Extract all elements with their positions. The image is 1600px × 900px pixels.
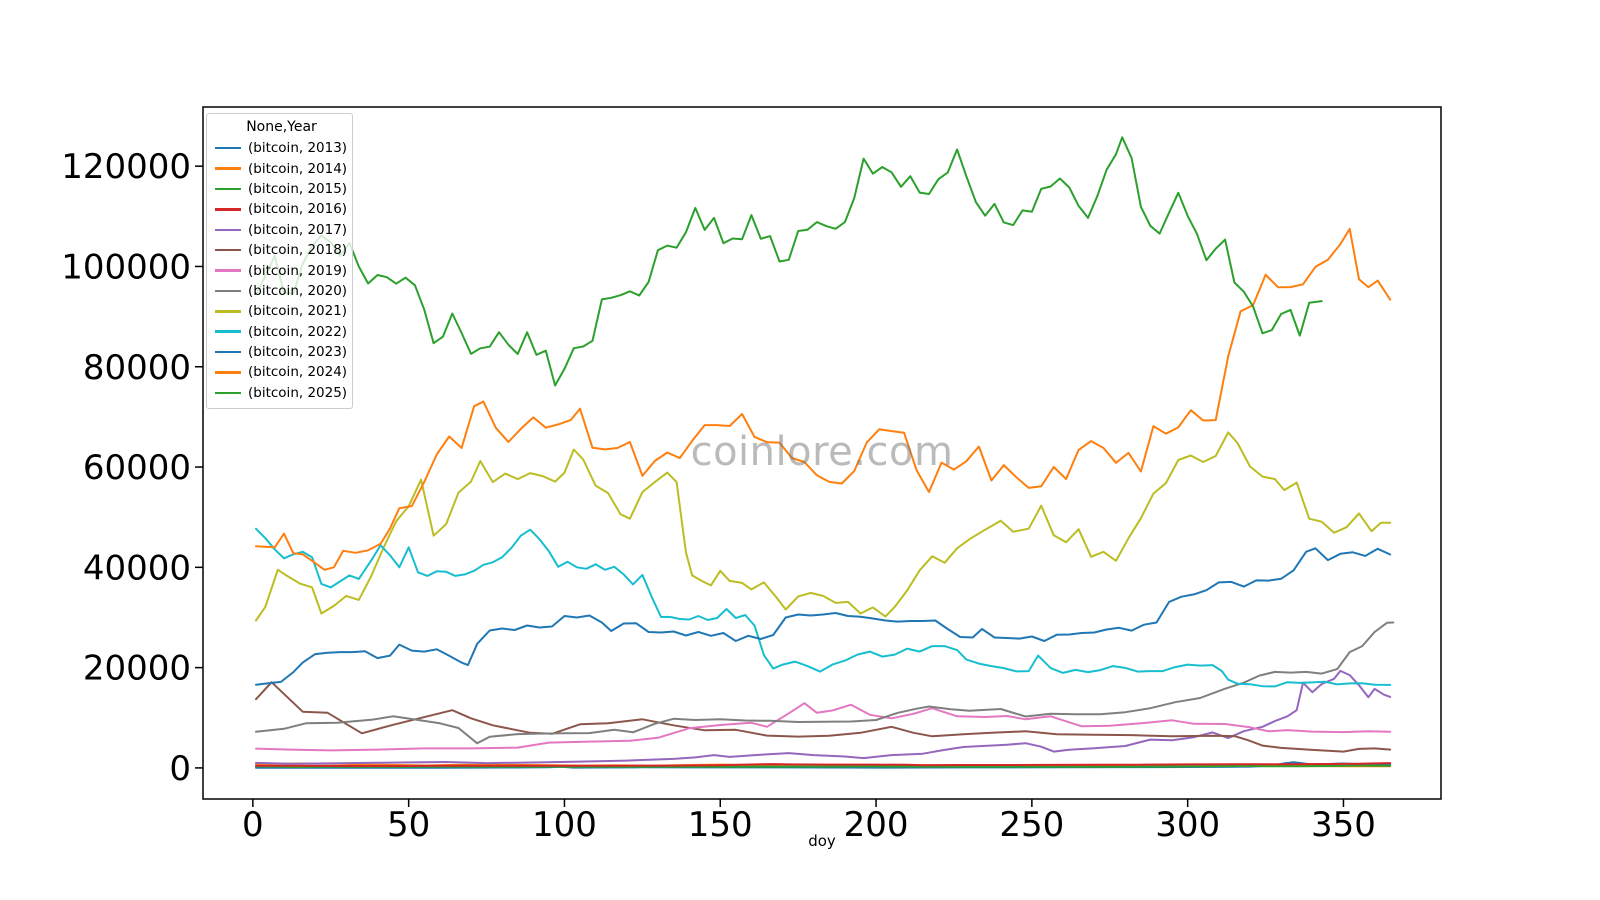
legend-swatch-2015 <box>215 187 241 191</box>
legend-label: (bitcoin, 2024) <box>248 364 348 381</box>
legend-label: (bitcoin, 2017) <box>248 221 348 238</box>
legend-label: (bitcoin, 2020) <box>248 282 348 299</box>
legend: None,Year (bitcoin, 2013) (bitcoin, 2014)… <box>206 113 353 410</box>
legend-swatch-2019 <box>215 269 241 272</box>
y-tick-label: 120000 <box>61 147 191 187</box>
legend-label: (bitcoin, 2014) <box>248 160 348 177</box>
legend-item-2023: (bitcoin, 2023) <box>215 342 348 362</box>
watermark: coinlore.com <box>690 429 954 475</box>
series-line-bitcoin-2023 <box>255 547 1392 686</box>
y-tick-label: 40000 <box>83 548 191 588</box>
legend-items: (bitcoin, 2013) (bitcoin, 2014) (bitcoin, … <box>215 138 348 403</box>
legend-swatch-2022 <box>215 330 241 333</box>
x-tick-label: 300 <box>1155 805 1220 845</box>
legend-label: (bitcoin, 2025) <box>248 384 348 401</box>
x-tick-label: 150 <box>688 805 753 845</box>
legend-item-2025: (bitcoin, 2025) <box>215 383 348 403</box>
x-axis-label: doy <box>808 832 836 850</box>
legend-item-2024: (bitcoin, 2024) <box>215 362 348 382</box>
legend-item-2020: (bitcoin, 2020) <box>215 281 348 301</box>
legend-item-2017: (bitcoin, 2017) <box>215 220 348 240</box>
legend-swatch-2020 <box>215 289 241 293</box>
legend-item-2022: (bitcoin, 2022) <box>215 322 348 342</box>
series-line-bitcoin-2017 <box>255 669 1392 765</box>
axes-spines <box>202 106 1442 800</box>
y-tick-label: 80000 <box>83 348 191 388</box>
legend-title: None,Year <box>246 119 317 135</box>
series-line-bitcoin-2020 <box>255 621 1395 745</box>
legend-label: (bitcoin, 2016) <box>248 201 348 218</box>
x-tick-label: 350 <box>1311 805 1376 845</box>
legend-swatch-2016 <box>215 208 241 211</box>
series-group <box>255 136 1395 769</box>
legend-item-2013: (bitcoin, 2013) <box>215 138 348 158</box>
legend-label: (bitcoin, 2019) <box>248 262 348 279</box>
series-line-bitcoin-2016 <box>255 762 1392 767</box>
series-line-bitcoin-2022 <box>255 527 1392 688</box>
legend-swatch-2025 <box>215 391 241 395</box>
legend-swatch-2014 <box>215 167 241 170</box>
x-tick-label: 100 <box>532 805 597 845</box>
series-line-bitcoin-2021 <box>255 431 1392 622</box>
series-line-bitcoin-2018 <box>255 681 1392 753</box>
y-tick-label: 100000 <box>61 247 191 287</box>
x-tick-label: 250 <box>999 805 1064 845</box>
y-tick-label: 20000 <box>83 649 191 689</box>
legend-swatch-2024 <box>215 371 241 374</box>
x-tick-label: 200 <box>844 805 909 845</box>
legend-item-2019: (bitcoin, 2019) <box>215 260 348 280</box>
legend-item-2018: (bitcoin, 2018) <box>215 240 348 260</box>
legend-item-2021: (bitcoin, 2021) <box>215 301 348 321</box>
legend-label: (bitcoin, 2015) <box>248 180 348 197</box>
legend-swatch-2013 <box>215 146 241 150</box>
series-line-bitcoin-2019 <box>255 702 1392 752</box>
legend-label: (bitcoin, 2013) <box>248 140 348 157</box>
legend-swatch-2021 <box>215 310 241 313</box>
x-tick-label: 50 <box>387 805 430 845</box>
x-tick-label: 0 <box>242 805 264 845</box>
legend-label: (bitcoin, 2022) <box>248 323 348 340</box>
legend-item-2016: (bitcoin, 2016) <box>215 199 348 219</box>
legend-item-2015: (bitcoin, 2015) <box>215 179 348 199</box>
legend-item-2014: (bitcoin, 2014) <box>215 158 348 178</box>
legend-swatch-2023 <box>215 350 241 354</box>
legend-swatch-2018 <box>215 248 241 252</box>
series-line-bitcoin-2025 <box>255 136 1323 387</box>
y-tick-label: 0 <box>169 749 191 789</box>
legend-label: (bitcoin, 2018) <box>248 242 348 259</box>
legend-swatch-2017 <box>215 228 241 231</box>
legend-label: (bitcoin, 2021) <box>248 303 348 320</box>
series-line-bitcoin-2024 <box>255 227 1392 571</box>
legend-label: (bitcoin, 2023) <box>248 344 348 361</box>
y-tick-label: 60000 <box>83 448 191 488</box>
